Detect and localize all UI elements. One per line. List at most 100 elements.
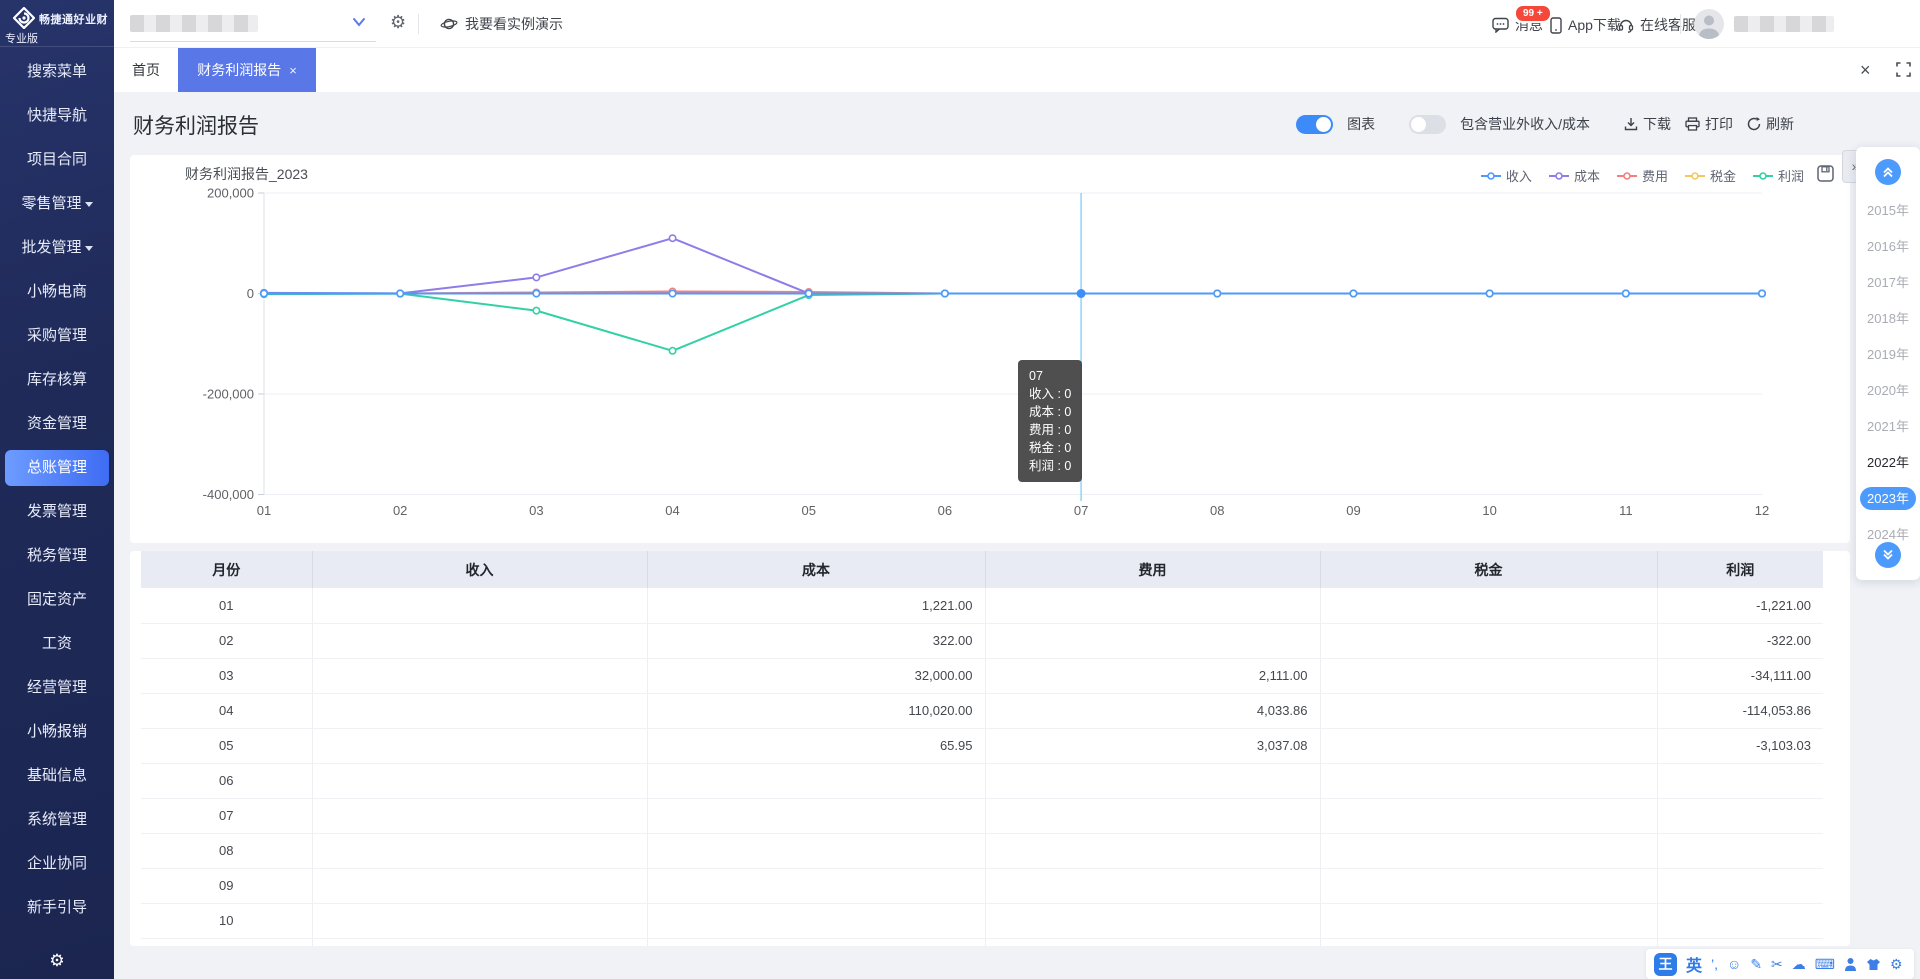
save-chart-icon[interactable] — [1817, 165, 1834, 182]
refresh-button[interactable]: 刷新 — [1747, 114, 1794, 134]
sidebar-item-label: 小畅电商 — [26, 283, 87, 300]
print-button[interactable]: 打印 — [1685, 114, 1733, 134]
sidebar-item-库存核算[interactable]: 库存核算 — [0, 358, 114, 402]
svg-text:10: 10 — [1482, 503, 1496, 518]
scissors-icon[interactable]: ✂ — [1771, 955, 1783, 972]
cell — [312, 798, 648, 834]
report-controls: 图表 包含营业外收入/成本 下载 打印 刷新 — [1296, 114, 1794, 134]
sidebar-item-企业协同[interactable]: 企业协同 — [0, 842, 114, 886]
app-download-button[interactable]: App下载 — [1550, 15, 1621, 35]
cloud-icon[interactable]: ☁ — [1791, 955, 1806, 972]
legend-item-税金[interactable]: 税金 — [1684, 166, 1736, 185]
year-item-2021年[interactable]: 2021年 — [1856, 409, 1920, 445]
year-item-2016年[interactable]: 2016年 — [1856, 229, 1920, 265]
sidebar-item-label: 企业协同 — [26, 855, 87, 872]
chevron-down-icon[interactable] — [352, 17, 366, 27]
pencil-icon[interactable]: ✎ — [1750, 955, 1763, 972]
scroll-years-up-button[interactable] — [1875, 159, 1901, 185]
sidebar-item-采购管理[interactable]: 采购管理 — [0, 314, 114, 358]
sidebar-item-搜索菜单[interactable]: 搜索菜单 — [0, 50, 114, 94]
sidebar-item-资金管理[interactable]: 资金管理 — [0, 402, 114, 446]
cell — [1320, 868, 1658, 904]
legend-label: 成本 — [1573, 169, 1600, 184]
sidebar-item-小畅报销[interactable]: 小畅报销 — [0, 710, 114, 754]
legend-item-成本[interactable]: 成本 — [1548, 166, 1600, 185]
tab-close-icon[interactable]: × — [289, 63, 297, 78]
sidebar-item-label: 发票管理 — [26, 503, 87, 520]
year-item-2019年[interactable]: 2019年 — [1856, 337, 1920, 373]
cell — [1320, 833, 1658, 869]
year-item-2024年[interactable]: 2024年 — [1856, 517, 1920, 553]
ime-logo-icon[interactable]: 王 — [1654, 952, 1677, 976]
headset-icon — [1618, 19, 1634, 33]
tooltip-row: 利润 : 0 — [1029, 459, 1072, 473]
keyboard-icon[interactable]: ⌨ — [1814, 955, 1835, 972]
cell — [312, 588, 648, 624]
scroll-years-down-button[interactable] — [1875, 542, 1901, 568]
tab-home[interactable]: 首页 — [114, 48, 178, 92]
sidebar-item-label: 系统管理 — [26, 811, 87, 828]
svg-text:04: 04 — [665, 503, 679, 518]
chart-card: 财务利润报告_2023 收入 成本 费用 税金 利润 200,000 0 -200,000 -… — [130, 155, 1850, 543]
cell — [1320, 588, 1658, 624]
year-item-2022年[interactable]: 2022年 — [1856, 445, 1920, 481]
punctuation-icon[interactable]: ’, — [1711, 956, 1719, 972]
sidebar-item-项目合同[interactable]: 项目合同 — [0, 138, 114, 182]
chevron-double-up-icon — [1883, 167, 1893, 178]
sidebar-item-label: 总账管理 — [26, 459, 87, 476]
cell: -3,103.03 — [1657, 728, 1823, 764]
sidebar-item-小畅电商[interactable]: 小畅电商 — [0, 270, 114, 314]
year-item-2023年[interactable]: 2023年 — [1856, 481, 1920, 517]
download-button[interactable]: 下载 — [1624, 114, 1671, 134]
legend-item-收入[interactable]: 收入 — [1480, 166, 1532, 185]
include-nonoperating-toggle[interactable] — [1409, 114, 1447, 134]
cell: 08 — [141, 833, 313, 869]
year-item-2015年[interactable]: 2015年 — [1856, 193, 1920, 229]
sidebar-item-系统管理[interactable]: 系统管理 — [0, 798, 114, 842]
cell — [647, 903, 986, 939]
year-item-2017年[interactable]: 2017年 — [1856, 265, 1920, 301]
sidebar-item-固定资产[interactable]: 固定资产 — [0, 578, 114, 622]
support-button[interactable]: 在线客服 — [1618, 15, 1696, 35]
year-item-2018年[interactable]: 2018年 — [1856, 301, 1920, 337]
sidebar-item-经营管理[interactable]: 经营管理 — [0, 666, 114, 710]
svg-text:03: 03 — [529, 503, 543, 518]
sidebar-item-新手引导[interactable]: 新手引导 — [0, 886, 114, 930]
sidebar-item-工资[interactable]: 工资 — [0, 622, 114, 666]
tab-report[interactable]: 财务利润报告 × — [178, 48, 316, 92]
sidebar-item-基础信息[interactable]: 基础信息 — [0, 754, 114, 798]
gear-icon[interactable]: ⚙ — [1890, 955, 1903, 972]
smiley-icon[interactable]: ☺ — [1727, 956, 1742, 972]
tooltip-row: 费用 : 0 — [1029, 423, 1072, 437]
settings-gear-icon[interactable]: ⚙ — [390, 12, 407, 32]
demo-link[interactable]: 我要看实例演示 — [440, 14, 563, 34]
avatar[interactable] — [1694, 9, 1724, 39]
cell — [985, 903, 1321, 939]
tooltip-title: 07 — [1029, 369, 1043, 383]
username-text[interactable] — [1734, 16, 1834, 32]
column-header-成本: 成本 — [647, 551, 986, 588]
org-selector-input[interactable] — [130, 15, 258, 32]
sidebar-item-税务管理[interactable]: 税务管理 — [0, 534, 114, 578]
year-item-2020年[interactable]: 2020年 — [1856, 373, 1920, 409]
sidebar-settings-gear-icon[interactable]: ⚙ — [49, 951, 65, 970]
sidebar-item-label: 小畅报销 — [26, 723, 87, 740]
tab-home-label: 首页 — [132, 62, 160, 78]
cell — [312, 658, 648, 694]
ime-language-mode[interactable]: 英 — [1686, 958, 1703, 975]
sidebar-item-发票管理[interactable]: 发票管理 — [0, 490, 114, 534]
fullscreen-icon[interactable] — [1896, 62, 1911, 77]
cell — [647, 868, 986, 904]
legend-item-利润[interactable]: 利润 — [1752, 166, 1804, 185]
legend-item-费用[interactable]: 费用 — [1616, 166, 1668, 185]
sidebar-item-批发管理[interactable]: 批发管理 — [0, 226, 114, 270]
chart-tooltip: 07 收入 : 0 成本 : 0 费用 : 0 税金 : 0 利润 : 0 — [1018, 360, 1083, 482]
person-icon[interactable] — [1844, 957, 1857, 971]
sidebar-item-总账管理[interactable]: 总账管理 — [5, 450, 109, 486]
shirt-icon[interactable] — [1866, 958, 1881, 971]
chart-toggle[interactable] — [1296, 114, 1334, 134]
close-icon[interactable]: × — [1860, 60, 1871, 80]
sidebar-item-快捷导航[interactable]: 快捷导航 — [0, 94, 114, 138]
sidebar-item-零售管理[interactable]: 零售管理 — [0, 182, 114, 226]
